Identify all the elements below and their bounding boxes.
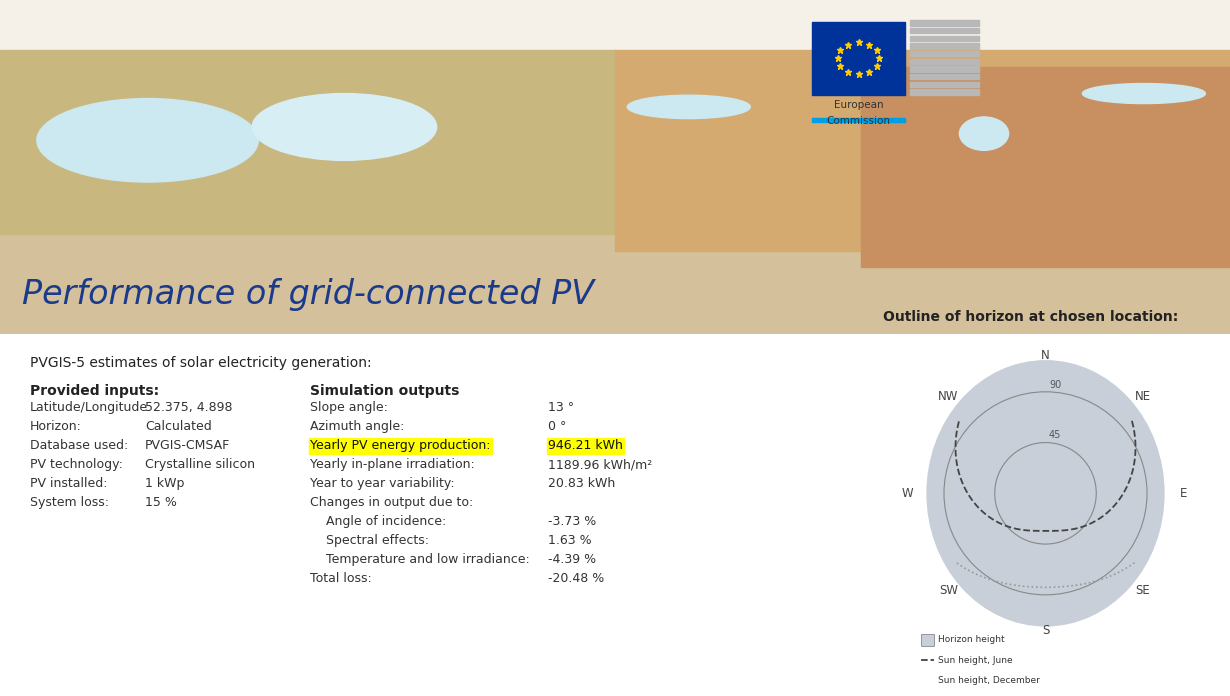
Text: SW: SW [938,584,958,597]
Text: Database used:: Database used: [30,439,128,452]
Text: Spectral effects:: Spectral effects: [310,534,429,547]
Text: Yearly in-plane irradiation:: Yearly in-plane irradiation: [310,458,475,471]
Ellipse shape [37,99,258,182]
Text: Horizon:: Horizon: [30,420,82,433]
Bar [910,58,979,64]
Text: Slope angle:: Slope angle: [310,401,387,414]
Text: Angle of incidence:: Angle of incidence: [310,515,446,528]
Text: 45: 45 [1049,430,1061,441]
Text: NW: NW [938,390,958,403]
Bar [812,22,905,95]
Ellipse shape [627,95,750,118]
Text: Provided inputs:: Provided inputs: [30,384,159,398]
Text: 946.21 kWh: 946.21 kWh [549,439,622,452]
Text: European: European [834,100,883,110]
Text: Year to year variability:: Year to year variability: [310,477,455,490]
Bar [921,634,934,646]
Text: 90: 90 [1049,379,1061,390]
Bar [0,0,1230,84]
Ellipse shape [252,93,437,160]
Text: System loss:: System loss: [30,496,109,509]
Bar [910,81,979,87]
Ellipse shape [927,361,1164,626]
Text: Sun height, June: Sun height, June [938,656,1014,665]
Bar [812,118,905,122]
Text: Simulation outputs: Simulation outputs [310,384,459,398]
Text: 15 %: 15 % [145,496,177,509]
Text: Sun height, December: Sun height, December [938,676,1041,685]
Text: -20.48 %: -20.48 % [549,572,604,585]
Text: Yearly PV energy production:: Yearly PV energy production: [310,439,491,452]
Text: E: E [1180,487,1187,500]
Text: PVGIS-5 estimates of solar electricity generation:: PVGIS-5 estimates of solar electricity g… [30,356,371,370]
Text: 1 kWp: 1 kWp [145,477,184,490]
Text: 13 °: 13 ° [549,401,574,414]
Text: 0 °: 0 ° [549,420,566,433]
Text: Latitude/Longitude:: Latitude/Longitude: [30,401,153,414]
Bar [910,89,979,95]
Bar [910,28,979,33]
Text: Changes in output due to:: Changes in output due to: [310,496,474,509]
Text: Azimuth angle:: Azimuth angle: [310,420,405,433]
Text: Crystalline silicon: Crystalline silicon [145,458,255,471]
Text: Horizon height: Horizon height [938,635,1005,644]
Bar [861,67,1230,267]
Text: Outline of horizon at chosen location:: Outline of horizon at chosen location: [883,310,1178,324]
Bar [910,20,979,26]
Text: W: W [902,487,914,500]
Bar [0,50,615,234]
Text: PVGIS-CMSAF: PVGIS-CMSAF [145,439,230,452]
Text: Commission: Commission [827,116,891,125]
Text: NE: NE [1134,390,1150,403]
Text: SE: SE [1135,584,1150,597]
Bar [910,74,979,79]
Text: PV installed:: PV installed: [30,477,107,490]
Bar [910,51,979,56]
Text: 1189.96 kWh/m²: 1189.96 kWh/m² [549,458,652,471]
Bar [615,50,1230,251]
Ellipse shape [959,117,1009,150]
Text: N: N [1041,349,1050,362]
Bar [910,35,979,41]
Text: 20.83 kWh: 20.83 kWh [549,477,615,490]
Ellipse shape [1082,84,1205,104]
Bar [910,66,979,72]
Text: 52.375, 4.898: 52.375, 4.898 [145,401,232,414]
Text: -4.39 %: -4.39 % [549,553,597,566]
Text: Performance of grid-connected PV: Performance of grid-connected PV [22,278,594,310]
Text: Total loss:: Total loss: [310,572,371,585]
Text: S: S [1042,624,1049,638]
Text: Calculated: Calculated [145,420,212,433]
Bar [910,43,979,49]
Text: Temperature and low irradiance:: Temperature and low irradiance: [310,553,530,566]
Text: -3.73 %: -3.73 % [549,515,597,528]
Text: PV technology:: PV technology: [30,458,123,471]
Text: 1.63 %: 1.63 % [549,534,592,547]
